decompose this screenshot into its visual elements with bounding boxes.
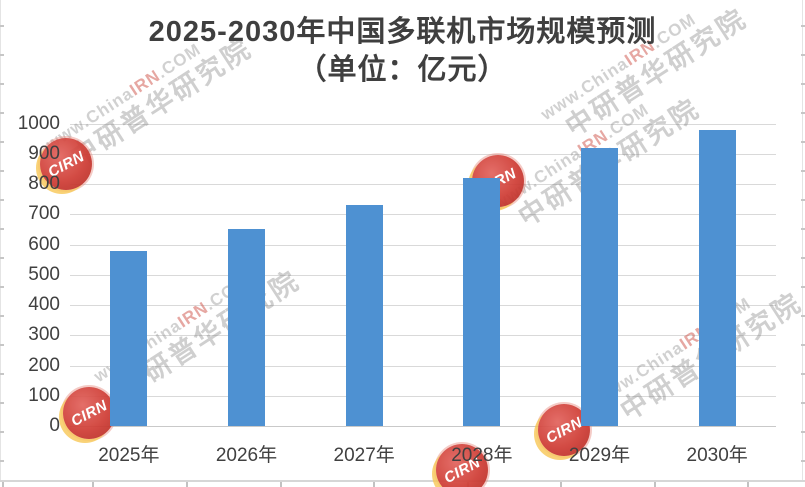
sheet-row-tick <box>0 228 4 230</box>
sheet-column-tick <box>280 482 282 487</box>
y-axis-tick-label: 200 <box>28 354 60 376</box>
y-axis-tick-label: 800 <box>28 173 60 194</box>
cirn-logo-icon: CIRN <box>63 387 115 439</box>
y-axis-tick-label: 900 <box>28 142 60 164</box>
gridline <box>70 365 776 367</box>
cirn-logo-icon: CIRN <box>436 444 488 487</box>
sheet-row-tick <box>801 460 805 462</box>
y-axis-tick-label: 500 <box>28 263 60 285</box>
gridline <box>70 335 776 337</box>
chart-subtitle: （单位：亿元） <box>297 54 508 86</box>
gridline <box>70 274 776 276</box>
sheet-column-tick <box>747 482 749 487</box>
bar-2029年 <box>581 147 618 426</box>
sheet-row-tick <box>801 402 805 404</box>
sheet-row-tick <box>0 286 4 288</box>
y-axis-tick-label: 400 <box>28 294 60 315</box>
gridline <box>70 214 776 216</box>
sheet-row-tick <box>0 257 4 259</box>
x-axis-label-2029年: 2029年 <box>568 445 631 466</box>
sheet-row-tick <box>801 257 805 259</box>
sheet-column-tick <box>654 482 656 487</box>
sheet-bottom-border <box>0 480 805 482</box>
sheet-column-tick <box>92 482 94 487</box>
y-axis-tick-label: 0 <box>49 415 60 436</box>
sheet-row-tick <box>801 112 805 114</box>
sheet-row-tick <box>801 170 805 172</box>
sheet-row-tick <box>0 315 4 317</box>
sheet-row-tick <box>801 54 805 56</box>
sheet-row-tick <box>0 112 4 114</box>
sheet-column-tick <box>2 482 4 487</box>
sheet-column-tick <box>186 482 188 487</box>
sheet-row-tick <box>801 373 805 375</box>
x-axis-label-2025年: 2025年 <box>98 445 160 466</box>
x-axis-label-2026年: 2026年 <box>215 445 278 466</box>
sheet-row-tick <box>801 141 805 143</box>
sheet-row-tick <box>0 460 4 462</box>
sheet-row-tick <box>0 199 4 201</box>
sheet-row-tick <box>801 286 805 288</box>
sheet-row-tick <box>801 25 805 27</box>
bar-2030年 <box>698 129 736 426</box>
x-axis-label-2028年: 2028年 <box>451 445 513 466</box>
sheet-row-tick <box>801 431 805 433</box>
sheet-column-tick <box>560 482 562 487</box>
sheet-row-tick <box>0 344 4 346</box>
sheet-row-tick <box>0 431 4 433</box>
bar-2025年 <box>110 250 148 426</box>
gridline <box>70 123 776 125</box>
x-axis-label-2027年: 2027年 <box>333 445 395 466</box>
sheet-row-tick <box>801 344 805 346</box>
sheet-row-tick <box>0 54 4 56</box>
sheet-row-tick <box>0 170 4 172</box>
y-axis-tick-label: 100 <box>28 384 60 406</box>
y-axis-tick-label: 1000 <box>17 112 60 134</box>
gridline <box>70 395 776 397</box>
y-axis-tick-label: 700 <box>28 203 60 225</box>
y-axis-tick-label: 300 <box>28 324 60 346</box>
sheet-row-tick <box>801 315 805 317</box>
bar-2027年 <box>345 205 383 426</box>
gridline <box>70 305 776 306</box>
gridline <box>70 153 776 155</box>
gridline <box>70 184 776 185</box>
bar-2026年 <box>228 229 265 426</box>
x-axis-line <box>70 426 776 427</box>
chart-title: 2025-2030年中国多联机市场规模预测 <box>148 16 657 48</box>
sheet-row-tick <box>0 141 4 143</box>
x-axis-label-2030年: 2030年 <box>686 445 748 466</box>
gridline <box>70 244 776 246</box>
cirn-logo-icon: CIRN <box>40 138 92 190</box>
sheet-row-tick <box>0 25 4 27</box>
sheet-row-tick <box>0 83 4 85</box>
sheet-row-tick <box>801 199 805 201</box>
y-axis-tick-label: 600 <box>28 233 60 255</box>
sheet-row-tick <box>0 373 4 375</box>
bar-2028年 <box>463 177 501 426</box>
sheet-left-border <box>0 0 1 481</box>
sheet-row-tick <box>801 83 805 85</box>
chart-title-block: 2025-2030年中国多联机市场规模预测 （单位：亿元） <box>0 13 805 89</box>
sheet-row-tick <box>0 402 4 404</box>
sheet-column-tick <box>373 482 375 487</box>
sheet-right-border <box>802 0 803 481</box>
sheet-row-tick <box>801 228 805 230</box>
